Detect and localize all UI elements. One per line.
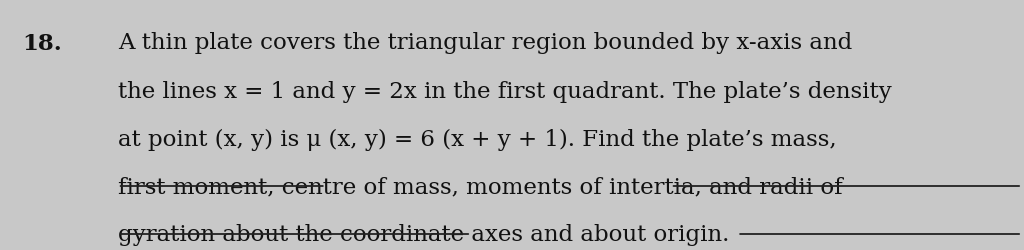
Text: the lines x = 1 and y = 2x in the first quadrant. The plate’s density: the lines x = 1 and y = 2x in the first … — [118, 80, 892, 102]
Text: A thin plate covers the triangular region bounded by x-axis and: A thin plate covers the triangular regio… — [118, 32, 852, 54]
Text: gyration about the coordinate axes and about origin.: gyration about the coordinate axes and a… — [118, 224, 729, 246]
Text: 18.: 18. — [23, 32, 62, 54]
Text: first moment, centre of mass, moments of intertia, and radii of: first moment, centre of mass, moments of… — [118, 176, 843, 199]
Text: at point (x, y) is μ (x, y) = 6 (x + y + 1). Find the plate’s mass,: at point (x, y) is μ (x, y) = 6 (x + y +… — [118, 128, 837, 150]
